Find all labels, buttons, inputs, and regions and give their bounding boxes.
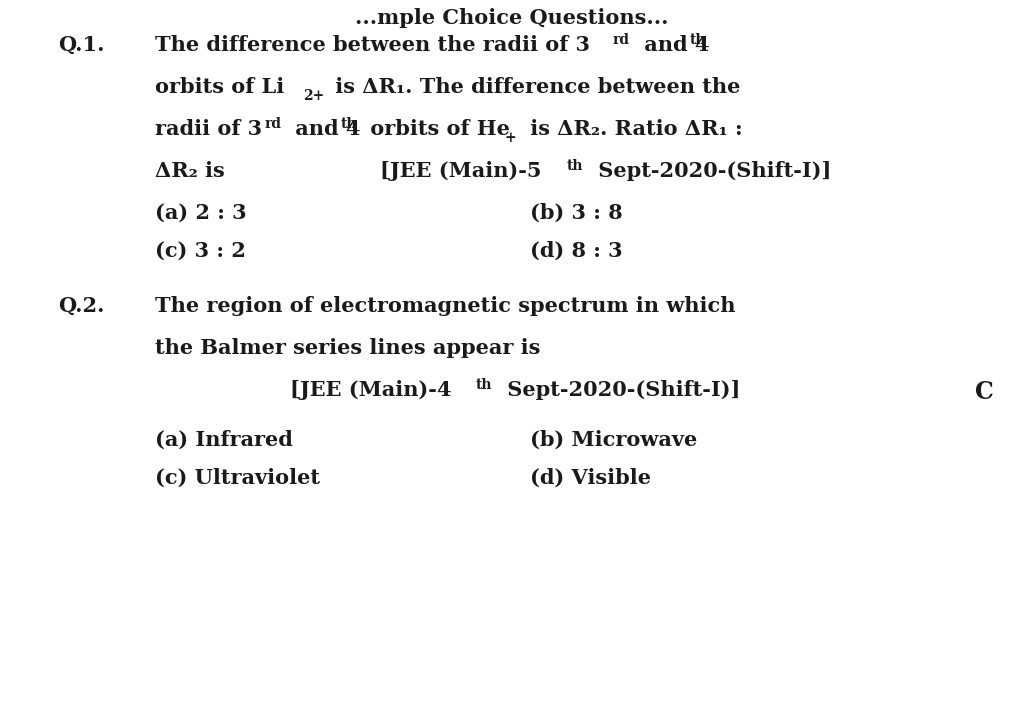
Text: (a) 2 : 3: (a) 2 : 3 [155, 203, 247, 223]
Text: rd: rd [613, 33, 630, 47]
Text: rd: rd [265, 117, 282, 131]
Text: The region of electromagnetic spectrum in which: The region of electromagnetic spectrum i… [155, 296, 735, 316]
Text: (d) Visible: (d) Visible [530, 468, 651, 488]
Text: Q.1.: Q.1. [58, 35, 104, 55]
Text: (c) Ultraviolet: (c) Ultraviolet [155, 468, 319, 488]
Text: 2+: 2+ [303, 89, 325, 103]
Text: th: th [690, 33, 707, 47]
Text: (c) 3 : 2: (c) 3 : 2 [155, 241, 246, 261]
Text: (b) 3 : 8: (b) 3 : 8 [530, 203, 623, 223]
Text: The difference between the radii of 3: The difference between the radii of 3 [155, 35, 590, 55]
Text: [JEE (Main)-5: [JEE (Main)-5 [380, 161, 542, 181]
Text: and 4: and 4 [288, 119, 360, 139]
Text: th: th [567, 159, 584, 173]
Text: Q.2.: Q.2. [58, 296, 104, 316]
Text: Sept-2020-(Shift-I)]: Sept-2020-(Shift-I)] [591, 161, 831, 181]
Text: orbits of Li: orbits of Li [155, 77, 285, 97]
Text: th: th [341, 117, 357, 131]
Text: is ΔR₂. Ratio ΔR₁ :: is ΔR₂. Ratio ΔR₁ : [523, 119, 742, 139]
Text: orbits of He: orbits of He [362, 119, 510, 139]
Text: is ΔR₁. The difference between the: is ΔR₁. The difference between the [328, 77, 740, 97]
Text: (d) 8 : 3: (d) 8 : 3 [530, 241, 623, 261]
Text: ΔR₂ is: ΔR₂ is [155, 161, 224, 181]
Text: and 4: and 4 [637, 35, 710, 55]
Text: ...mple Choice Questions...: ...mple Choice Questions... [355, 8, 669, 28]
Text: +: + [505, 131, 517, 145]
Text: the Balmer series lines appear is: the Balmer series lines appear is [155, 338, 541, 358]
Text: radii of 3: radii of 3 [155, 119, 262, 139]
Text: Sept-2020-(Shift-I)]: Sept-2020-(Shift-I)] [500, 380, 740, 400]
Text: (b) Microwave: (b) Microwave [530, 430, 697, 450]
Text: th: th [476, 378, 493, 392]
Text: [JEE (Main)-4: [JEE (Main)-4 [290, 380, 452, 400]
Text: (a) Infrared: (a) Infrared [155, 430, 293, 450]
Text: C: C [975, 380, 993, 404]
